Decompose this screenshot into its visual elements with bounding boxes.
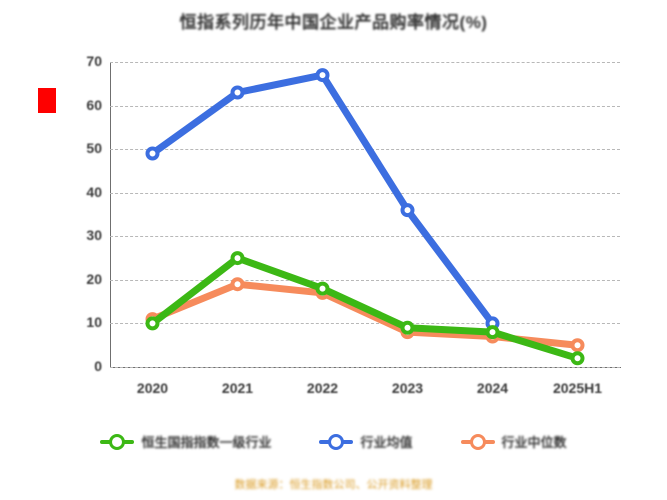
y-tick-label: 0 bbox=[94, 358, 102, 374]
gridline-0 bbox=[110, 367, 620, 368]
y-axis-tick-labels: 70 60 50 40 30 20 10 0 bbox=[52, 53, 102, 374]
data-point-marker bbox=[485, 325, 500, 340]
gridline-10 bbox=[110, 323, 620, 325]
redaction-block bbox=[38, 88, 56, 113]
legend-item[interactable]: 恒生国指指数一级行业 bbox=[100, 432, 271, 451]
y-tick-label: 60 bbox=[86, 96, 102, 113]
x-axis-tick-labels: 2020 2021 2022 2023 2024 2025H1 bbox=[110, 380, 620, 404]
gridline-40 bbox=[110, 192, 620, 194]
series-line bbox=[149, 254, 581, 362]
y-tick-label: 50 bbox=[86, 140, 102, 157]
legend-item[interactable]: 行业中位数 bbox=[460, 432, 567, 451]
legend-circle-icon bbox=[319, 433, 354, 450]
x-tick-label: 2022 bbox=[306, 380, 339, 396]
data-point-marker bbox=[230, 85, 245, 100]
legend-circle-icon bbox=[460, 433, 495, 450]
series-3cb815 bbox=[145, 251, 585, 366]
gridline-60 bbox=[110, 105, 620, 107]
x-tick-label: 2020 bbox=[136, 380, 169, 396]
data-point-marker bbox=[570, 338, 585, 353]
legend-item[interactable]: 行业均值 bbox=[319, 432, 413, 451]
gridline-50 bbox=[110, 149, 620, 151]
data-point-marker bbox=[145, 316, 160, 331]
series-3c6ee0 bbox=[145, 68, 500, 331]
data-point-marker bbox=[145, 146, 160, 161]
series-layer bbox=[145, 68, 585, 366]
chart-legend: 恒生国指指数一级行业 行业均值 行业中位数 bbox=[0, 432, 667, 451]
legend-circle-icon bbox=[100, 433, 135, 450]
legend-item-label: 行业均值 bbox=[360, 435, 413, 450]
y-axis-line bbox=[110, 62, 111, 368]
gridline-70 bbox=[110, 62, 620, 63]
source-note: 数据来源：恒生指数公司、公开资料整理 bbox=[234, 479, 433, 491]
gridline-30 bbox=[110, 236, 620, 238]
page-title: 恒指系列历年中国企业产品购率情况(%) bbox=[179, 13, 488, 32]
plot-area bbox=[110, 62, 620, 368]
y-tick-label: 10 bbox=[86, 314, 102, 331]
data-point-marker bbox=[230, 277, 245, 292]
gridline-20 bbox=[110, 279, 620, 281]
legend-item-label: 行业中位数 bbox=[501, 435, 567, 450]
data-point-marker bbox=[315, 281, 330, 296]
data-point-marker bbox=[570, 351, 585, 366]
data-point-marker bbox=[315, 68, 330, 83]
x-tick-label: 2025H1 bbox=[552, 380, 603, 396]
legend-item-label: 恒生国指指数一级行业 bbox=[141, 435, 272, 450]
y-tick-label: 70 bbox=[86, 53, 102, 69]
data-point-marker bbox=[400, 320, 415, 335]
x-tick-label: 2021 bbox=[221, 380, 254, 396]
y-tick-label: 30 bbox=[86, 227, 102, 244]
data-point-marker bbox=[400, 203, 415, 218]
y-tick-label: 20 bbox=[86, 270, 102, 287]
x-tick-label: 2024 bbox=[476, 380, 509, 396]
y-tick-label: 40 bbox=[86, 183, 102, 200]
data-point-marker bbox=[230, 251, 245, 266]
x-tick-label: 2023 bbox=[391, 380, 424, 396]
